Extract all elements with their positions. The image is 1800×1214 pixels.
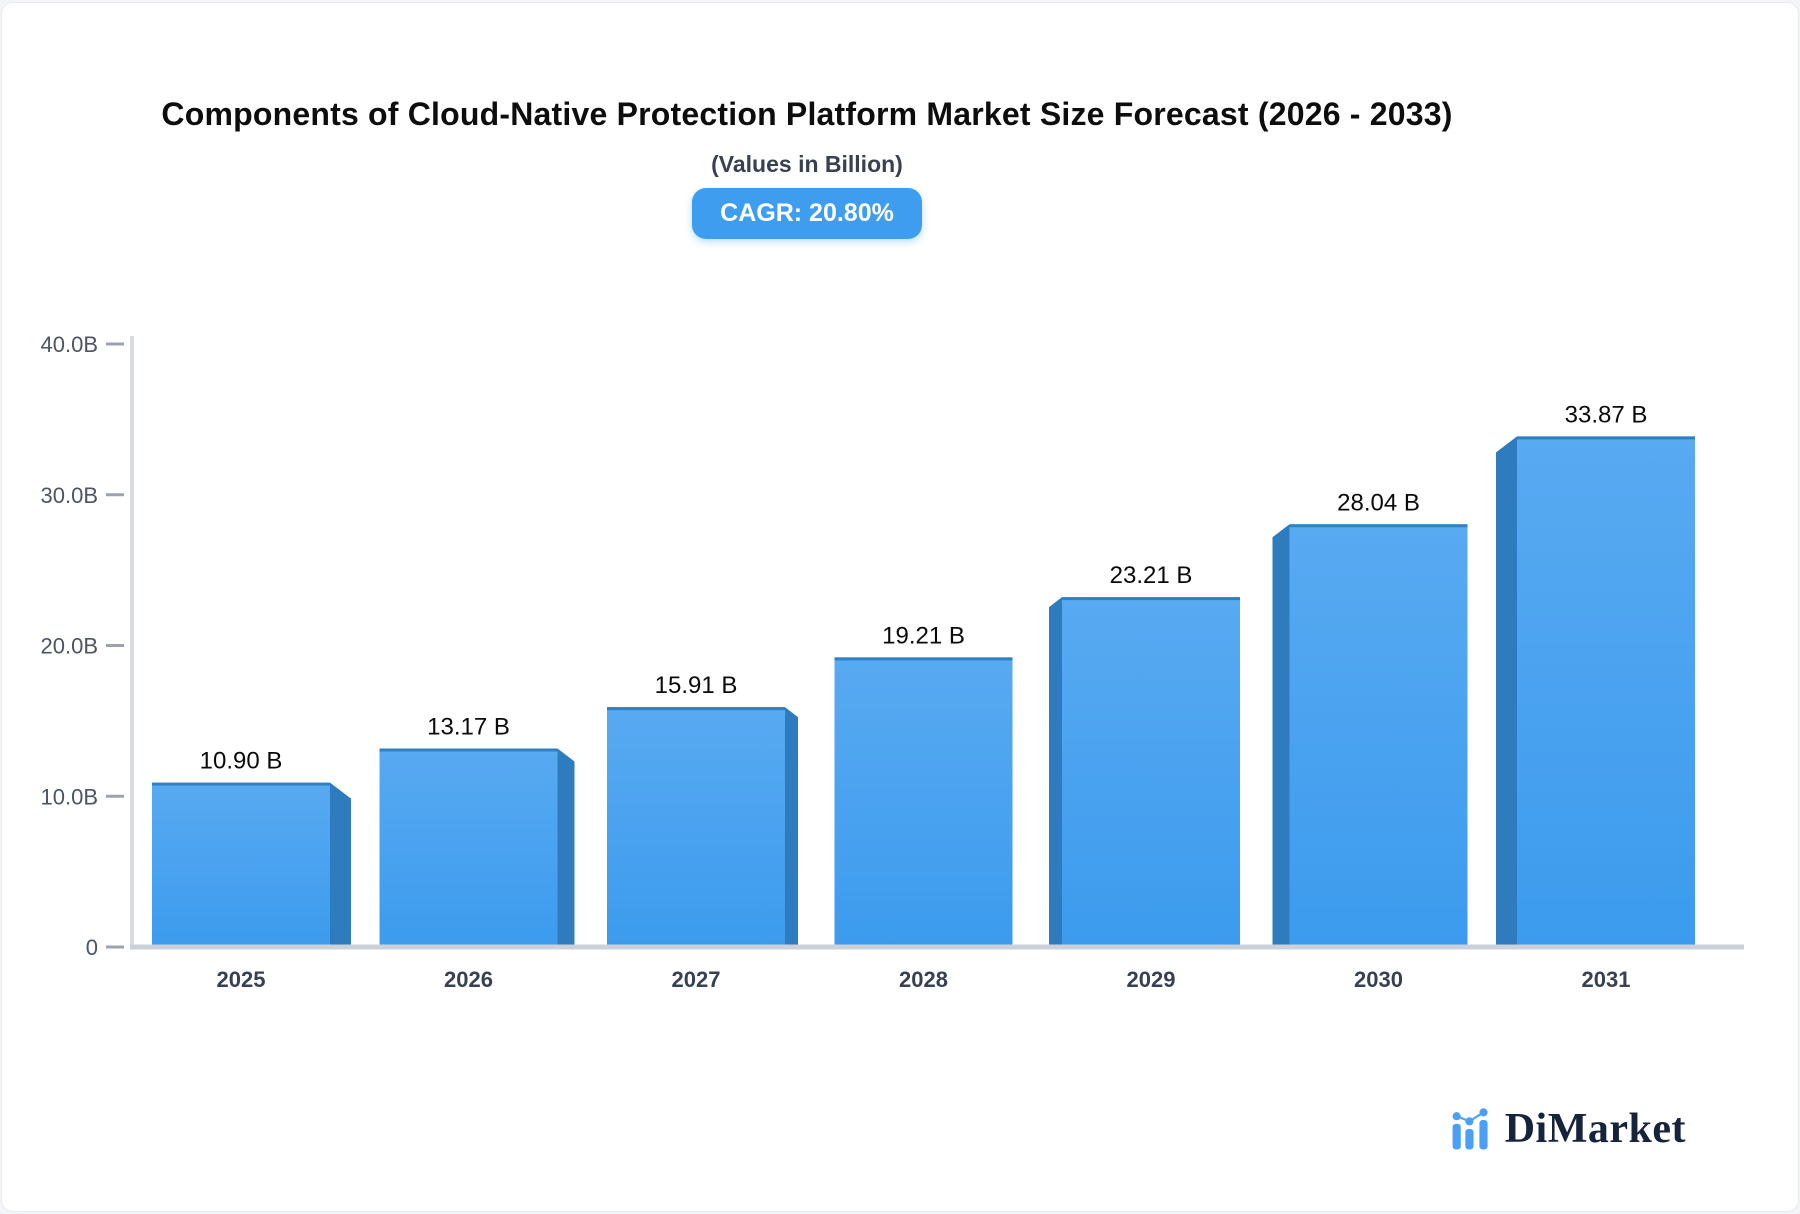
bar-side-face — [1496, 436, 1517, 947]
y-tick-label: 20.0B — [41, 634, 99, 659]
y-tick-label: 0 — [86, 935, 98, 960]
bar — [607, 707, 785, 947]
bar-value-label: 28.04 B — [1337, 489, 1420, 516]
y-tick-label: 10.0B — [41, 784, 99, 809]
y-tick-label: 40.0B — [41, 332, 99, 357]
bar-side-face — [1272, 524, 1290, 947]
chart-subtitle: (Values in Billion) — [711, 151, 903, 177]
bar — [1289, 524, 1468, 947]
bar — [379, 748, 558, 947]
x-tick-label: 2031 — [1582, 967, 1631, 992]
x-tick-label: 2025 — [217, 967, 266, 992]
bar-value-label: 15.91 B — [655, 672, 738, 699]
bar-side-face — [330, 782, 351, 947]
bar-chart: 0 10.0B 20.0B 30.0B 40.0B 10.90 B 2025 13.17 B 2… — [41, 332, 1744, 992]
bar — [834, 657, 1013, 947]
bar-side-face — [557, 748, 575, 947]
bar-value-label: 13.17 B — [427, 713, 510, 740]
x-tick-label: 2030 — [1354, 967, 1403, 992]
bar-value-label: 33.87 B — [1565, 401, 1648, 428]
chart-header: Components of Cloud-Native Protection Pl… — [2, 91, 1612, 239]
bar — [152, 782, 330, 947]
chart-title: Components of Cloud-Native Protection Pl… — [161, 96, 1453, 132]
bar — [1062, 597, 1240, 947]
x-tick-label: 2026 — [444, 967, 493, 992]
bar — [1517, 436, 1695, 947]
bar-value-label: 23.21 B — [1110, 562, 1193, 589]
dimarket-logo-icon — [1452, 1108, 1488, 1150]
brand-name: DiMarket — [1504, 1106, 1686, 1152]
bar-value-label: 19.21 B — [882, 622, 965, 649]
bar-side-face — [1049, 597, 1062, 947]
x-tick-label: 2029 — [1127, 967, 1176, 992]
brand-logo: DiMarket — [1449, 1105, 1686, 1153]
bar-value-label: 10.90 B — [200, 748, 283, 775]
bar-side-face — [785, 707, 798, 947]
x-tick-label: 2028 — [899, 967, 948, 992]
cagr-badge: CAGR: 20.80% — [692, 188, 922, 239]
x-tick-label: 2027 — [672, 967, 721, 992]
y-tick-label: 30.0B — [41, 483, 99, 508]
